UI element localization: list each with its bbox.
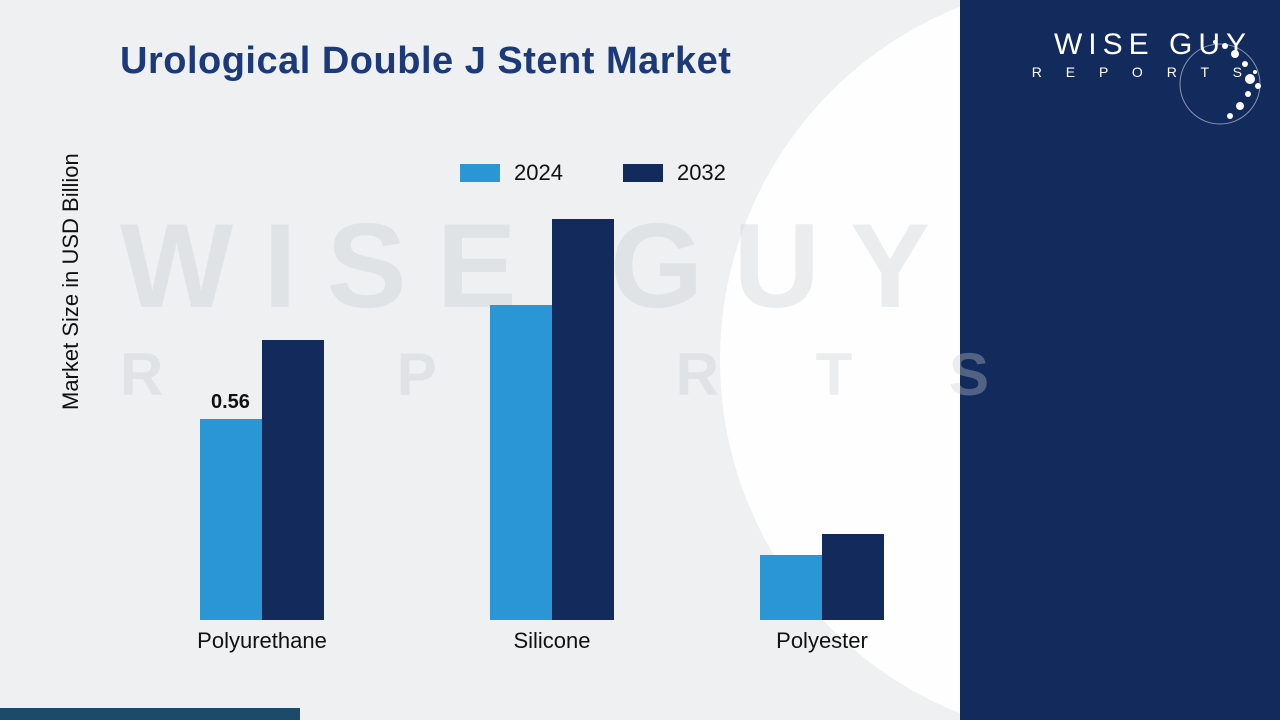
category-label: Silicone — [462, 620, 642, 654]
legend-item-2024: 2024 — [460, 160, 563, 186]
bar — [262, 340, 324, 620]
legend-label-2024: 2024 — [514, 160, 563, 186]
legend-swatch-2024 — [460, 164, 500, 182]
bar-group: Polyurethane — [200, 340, 324, 620]
brand-subtitle: R E P O R T S — [1032, 64, 1252, 80]
chart-canvas: WISE GUY R E P O R T S Urological Double… — [0, 0, 1280, 720]
legend: 2024 2032 — [460, 160, 726, 186]
bar-value-label: 0.56 — [211, 391, 250, 414]
category-label: Polyurethane — [172, 620, 352, 654]
plot-area: Polyurethane Silicone Polyester 0.56 — [120, 190, 980, 620]
legend-swatch-2032 — [623, 164, 663, 182]
brand-logo: WISE GUY R E P O R T S — [1032, 28, 1252, 80]
footer-accent-bar — [0, 708, 300, 720]
brand-name: WISE GUY — [1032, 28, 1252, 62]
category-label: Polyester — [732, 620, 912, 654]
bar — [200, 419, 262, 620]
bar-group: Polyester — [760, 534, 884, 620]
bar-group: Silicone — [490, 219, 614, 620]
legend-label-2032: 2032 — [677, 160, 726, 186]
chart-title: Urological Double J Stent Market — [120, 40, 731, 83]
bar — [490, 305, 552, 620]
y-axis-label: Market Size in USD Billion — [58, 153, 84, 410]
bar — [760, 555, 822, 620]
bar — [552, 219, 614, 620]
bar — [822, 534, 884, 620]
legend-item-2032: 2032 — [623, 160, 726, 186]
